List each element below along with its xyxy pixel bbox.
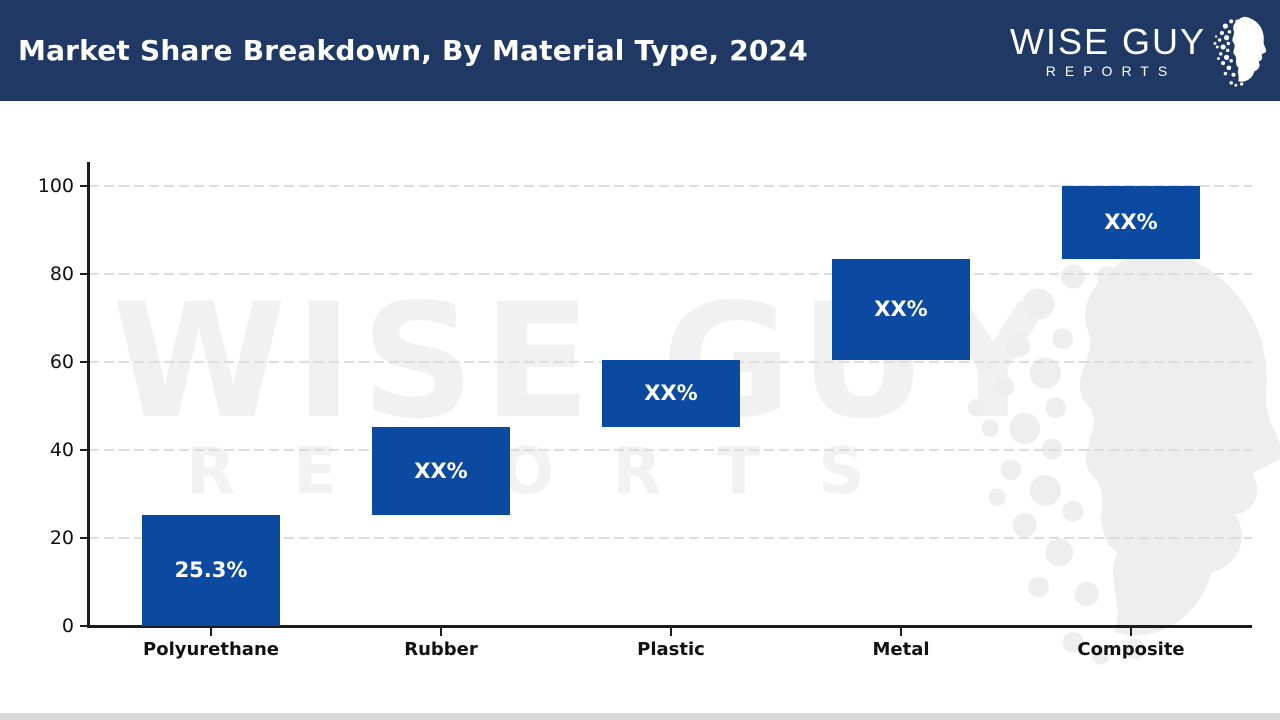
logo-wordmark: WISE GUY REPORTS <box>1009 20 1206 79</box>
wiseguy-head-icon <box>1213 16 1266 87</box>
x-axis-line <box>87 625 1252 628</box>
y-tickmark-40 <box>80 449 89 451</box>
y-tickmark-60 <box>80 361 89 363</box>
y-tickmark-80 <box>80 273 89 275</box>
y-tick-label-60: 60 <box>49 351 74 373</box>
x-category-label-composite: Composite <box>1077 639 1185 660</box>
bar-value-label-composite: XX% <box>1104 210 1158 234</box>
y-tickmark-20 <box>80 537 89 539</box>
x-tickmark-composite <box>1130 628 1132 636</box>
y-tick-label-0: 0 <box>61 615 74 637</box>
logo-wordmark-line2: REPORTS <box>1045 62 1177 79</box>
wiseguy-logo: WISE GUY REPORTS <box>1010 13 1266 89</box>
footer-strip <box>0 713 1280 720</box>
x-tickmark-rubber <box>440 628 442 636</box>
gridline-40 <box>89 449 1252 451</box>
logo-wordmark-line1: WISE GUY <box>1009 20 1206 62</box>
x-tickmark-plastic <box>670 628 672 636</box>
watermark-head-icon <box>967 248 1280 665</box>
bar-composite <box>1062 186 1200 260</box>
x-category-label-rubber: Rubber <box>404 639 478 660</box>
y-tick-label-100: 100 <box>37 175 74 197</box>
gridline-100 <box>89 185 1252 187</box>
bar-value-label-metal: XX% <box>874 297 928 322</box>
bar-rubber <box>372 426 510 515</box>
y-tickmark-0 <box>80 625 89 627</box>
bar-value-label-polyurethane: 25.3% <box>174 557 248 582</box>
y-axis-line <box>87 162 90 628</box>
bar-value-label-rubber: XX% <box>414 458 468 483</box>
gridline-80 <box>89 273 1252 275</box>
bar-metal <box>832 259 970 360</box>
x-tickmark-polyurethane <box>210 628 212 636</box>
bar-polyurethane <box>142 514 280 626</box>
y-tick-label-80: 80 <box>49 263 74 285</box>
y-tick-label-20: 20 <box>49 527 74 549</box>
gridline-20 <box>89 537 1252 539</box>
bar-plastic <box>602 359 740 427</box>
x-category-label-polyurethane: Polyurethane <box>143 639 279 660</box>
x-tickmark-metal <box>900 628 902 636</box>
x-category-label-metal: Metal <box>872 639 930 660</box>
header-bar: Market Share Breakdown, By Material Type… <box>0 0 1280 101</box>
y-tick-label-40: 40 <box>49 439 74 461</box>
bar-value-label-plastic: XX% <box>644 380 698 405</box>
page-title: Market Share Breakdown, By Material Type… <box>18 34 808 67</box>
y-tickmark-100 <box>80 185 89 187</box>
x-category-label-plastic: Plastic <box>637 639 705 660</box>
